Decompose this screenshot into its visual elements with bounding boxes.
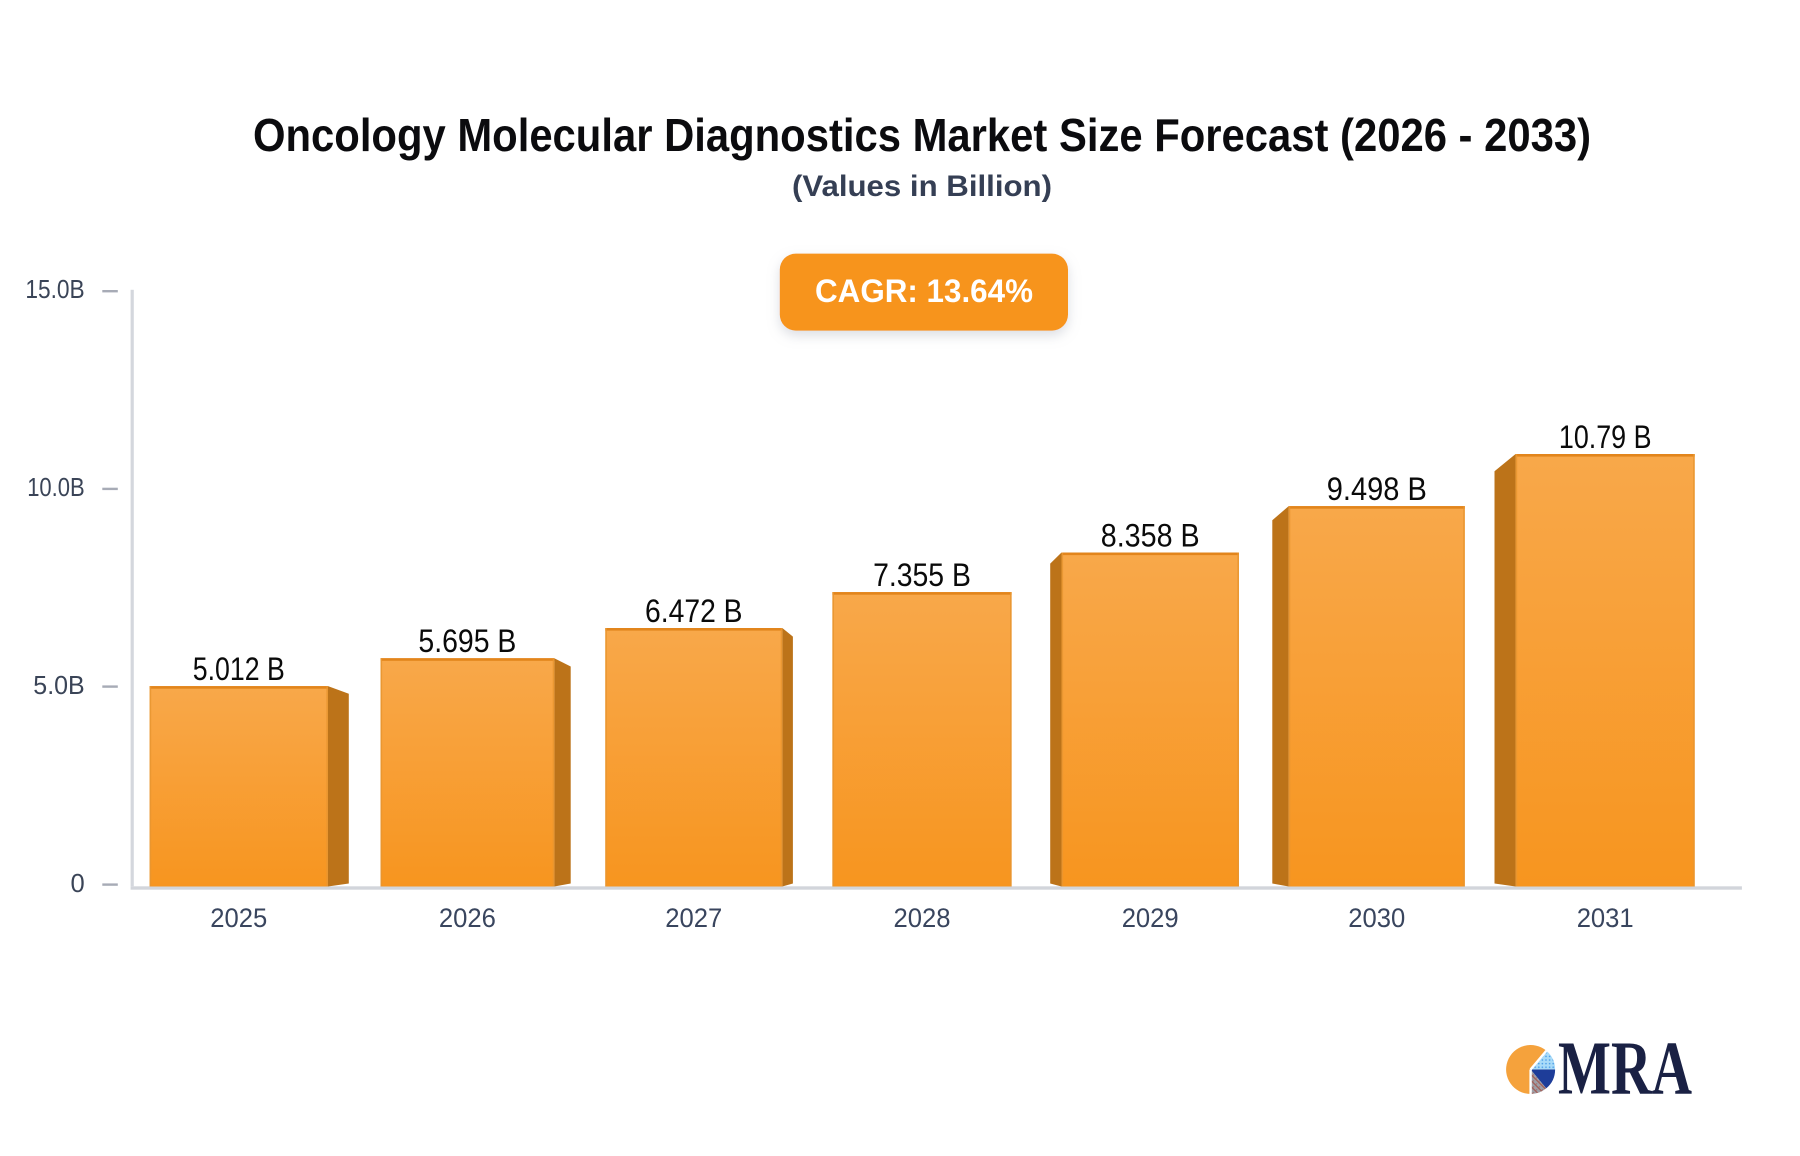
svg-text:2027: 2027	[665, 903, 722, 933]
svg-text:2026: 2026	[439, 903, 496, 933]
svg-text:(Values in Billion): (Values in Billion)	[792, 170, 1052, 203]
svg-text:Oncology Molecular Diagnostics: Oncology Molecular Diagnostics Market Si…	[253, 109, 1591, 161]
svg-text:6.472 B: 6.472 B	[645, 593, 743, 629]
svg-text:5.0B: 5.0B	[33, 672, 84, 700]
svg-text:MRA: MRA	[1558, 1027, 1692, 1111]
svg-text:8.358 B: 8.358 B	[1101, 517, 1200, 553]
svg-text:0: 0	[71, 870, 85, 898]
svg-text:5.012 B: 5.012 B	[193, 651, 285, 687]
svg-text:5.695 B: 5.695 B	[418, 623, 516, 659]
svg-text:7.355 B: 7.355 B	[873, 557, 971, 593]
svg-text:2029: 2029	[1122, 903, 1179, 933]
svg-text:10.79 B: 10.79 B	[1559, 419, 1652, 455]
svg-text:2030: 2030	[1348, 903, 1405, 933]
svg-text:15.0B: 15.0B	[25, 276, 84, 304]
svg-text:9.498 B: 9.498 B	[1327, 471, 1427, 507]
svg-text:10.0B: 10.0B	[27, 474, 85, 502]
svg-text:2028: 2028	[894, 903, 951, 933]
svg-text:2025: 2025	[210, 903, 267, 933]
svg-text:CAGR: 13.64%: CAGR: 13.64%	[815, 273, 1033, 309]
svg-text:2031: 2031	[1577, 903, 1634, 933]
